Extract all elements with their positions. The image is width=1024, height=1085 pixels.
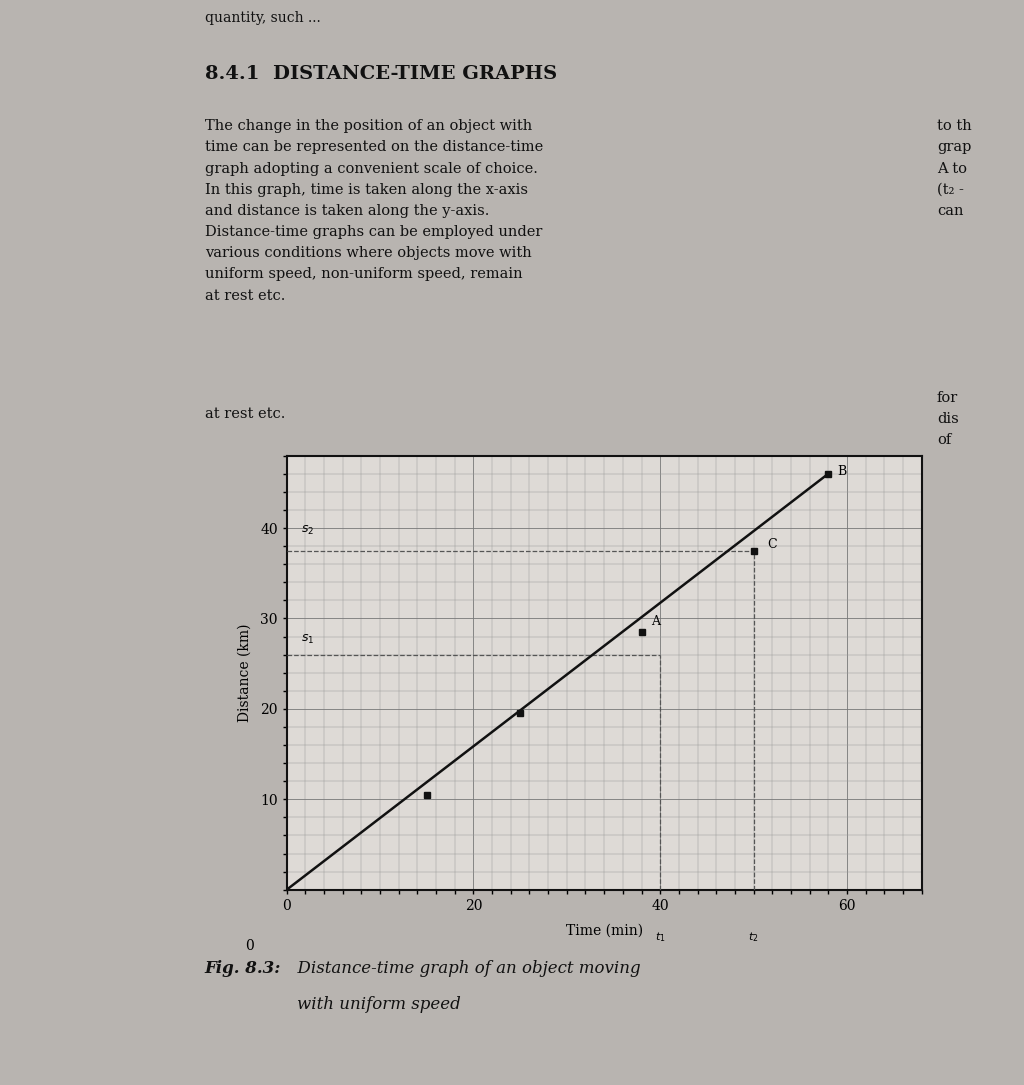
Text: quantity, such ...: quantity, such ... [205, 11, 321, 25]
Y-axis label: Distance (km): Distance (km) [238, 624, 252, 722]
Text: with uniform speed: with uniform speed [297, 996, 461, 1013]
X-axis label: Time (min): Time (min) [565, 923, 643, 937]
Text: at rest etc.: at rest etc. [205, 407, 285, 421]
Text: C: C [768, 538, 777, 551]
Text: $t_2$: $t_2$ [749, 931, 759, 944]
Text: 8.4.1  DISTANCE-TIME GRAPHS: 8.4.1 DISTANCE-TIME GRAPHS [205, 65, 557, 84]
Text: $t_1$: $t_1$ [655, 931, 666, 944]
Text: $s_2$: $s_2$ [301, 524, 313, 537]
Text: B: B [838, 464, 847, 477]
Text: to th
grap
A to
(t₂ -
can: to th grap A to (t₂ - can [937, 119, 972, 218]
Text: The change in the position of an object with
time can be represented on the dist: The change in the position of an object … [205, 119, 543, 303]
Text: Distance-time graph of an object moving: Distance-time graph of an object moving [287, 960, 640, 978]
Text: for
dis
of: for dis of [937, 391, 958, 447]
Text: Fig. 8.3:: Fig. 8.3: [205, 960, 282, 978]
Text: $s_1$: $s_1$ [301, 633, 314, 646]
Text: 0: 0 [246, 940, 254, 954]
Text: A: A [651, 615, 659, 628]
